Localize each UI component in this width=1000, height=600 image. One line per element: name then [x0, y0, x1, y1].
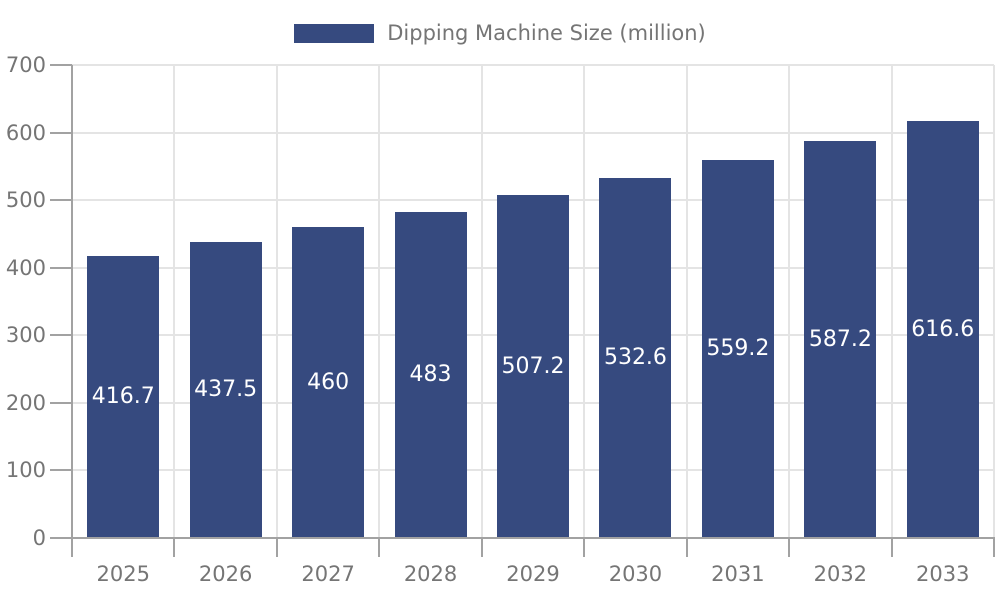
bar-value-label: 587.2 — [808, 326, 872, 352]
y-tick-label: 600 — [5, 120, 46, 145]
y-tick-label: 500 — [5, 188, 46, 213]
x-tick-label: 2026 — [198, 562, 253, 586]
y-tick — [50, 131, 72, 134]
x-tick-label: 2033 — [916, 562, 970, 586]
y-gridline — [72, 64, 994, 66]
y-tick-label: 300 — [5, 323, 46, 348]
x-gridline — [173, 65, 176, 538]
y-tick-label: 100 — [5, 458, 46, 483]
x-gridline — [480, 65, 483, 538]
y-tick — [50, 401, 72, 404]
x-tick-label: 2031 — [711, 562, 765, 586]
y-tick — [50, 199, 72, 202]
x-tick-label: 2030 — [608, 562, 663, 586]
x-tick — [685, 538, 688, 557]
x-tick-label: 2028 — [403, 562, 458, 586]
bar-value-label: 507.2 — [501, 353, 565, 379]
bar-2029[interactable] — [497, 195, 569, 538]
x-tick-label: 2027 — [301, 562, 355, 586]
bar-2027[interactable] — [292, 227, 365, 538]
y-tick — [50, 537, 72, 539]
x-tick — [993, 538, 995, 557]
bar-2030[interactable] — [599, 178, 672, 538]
y-tick-label: 700 — [5, 53, 46, 77]
bar-value-label: 532.6 — [603, 345, 667, 371]
x-gridline — [890, 65, 893, 538]
x-gridline — [993, 65, 995, 538]
y-tick-label: 0 — [32, 526, 46, 550]
bar-value-label: 559.2 — [706, 336, 770, 362]
y-tick — [50, 469, 72, 472]
bar-value-label: 616.6 — [911, 316, 975, 342]
bar-2025[interactable] — [87, 256, 160, 538]
x-gridline — [685, 65, 688, 538]
x-tick — [173, 538, 176, 557]
bar-2032[interactable] — [804, 141, 877, 538]
bar-value-label: 460 — [307, 369, 350, 395]
bar-value-label: 437.5 — [194, 377, 258, 403]
x-tick — [480, 538, 483, 557]
bar-2026[interactable] — [189, 242, 262, 538]
y-gridline — [72, 131, 994, 134]
bar-value-label: 483 — [409, 361, 452, 387]
x-tick — [583, 538, 586, 557]
y-tick — [50, 266, 72, 269]
x-gridline — [583, 65, 586, 538]
bar-2033[interactable] — [906, 121, 979, 538]
legend-label: Dipping Machine Size (million) — [387, 21, 706, 45]
bar-value-label: 416.7 — [91, 384, 155, 410]
y-axis-line — [71, 65, 73, 557]
bar-2031[interactable] — [701, 160, 774, 538]
x-tick — [890, 538, 893, 557]
x-tick — [378, 538, 381, 557]
x-gridline — [275, 65, 278, 538]
legend[interactable]: Dipping Machine Size (million) — [0, 20, 1000, 46]
x-tick — [788, 538, 791, 557]
x-axis-line — [71, 537, 995, 539]
x-tick — [275, 538, 278, 557]
y-tick-label: 200 — [5, 390, 46, 415]
bar-2028[interactable] — [394, 211, 467, 538]
y-tick-label: 400 — [5, 255, 46, 280]
y-tick — [50, 334, 72, 337]
x-tick — [71, 538, 73, 557]
x-tick-label: 2032 — [813, 562, 868, 586]
x-gridline — [378, 65, 381, 538]
y-tick — [50, 64, 72, 66]
legend-swatch — [294, 23, 375, 43]
x-tick-label: 2029 — [506, 562, 560, 586]
x-gridline — [788, 65, 791, 538]
x-tick-label: 2025 — [96, 562, 150, 586]
